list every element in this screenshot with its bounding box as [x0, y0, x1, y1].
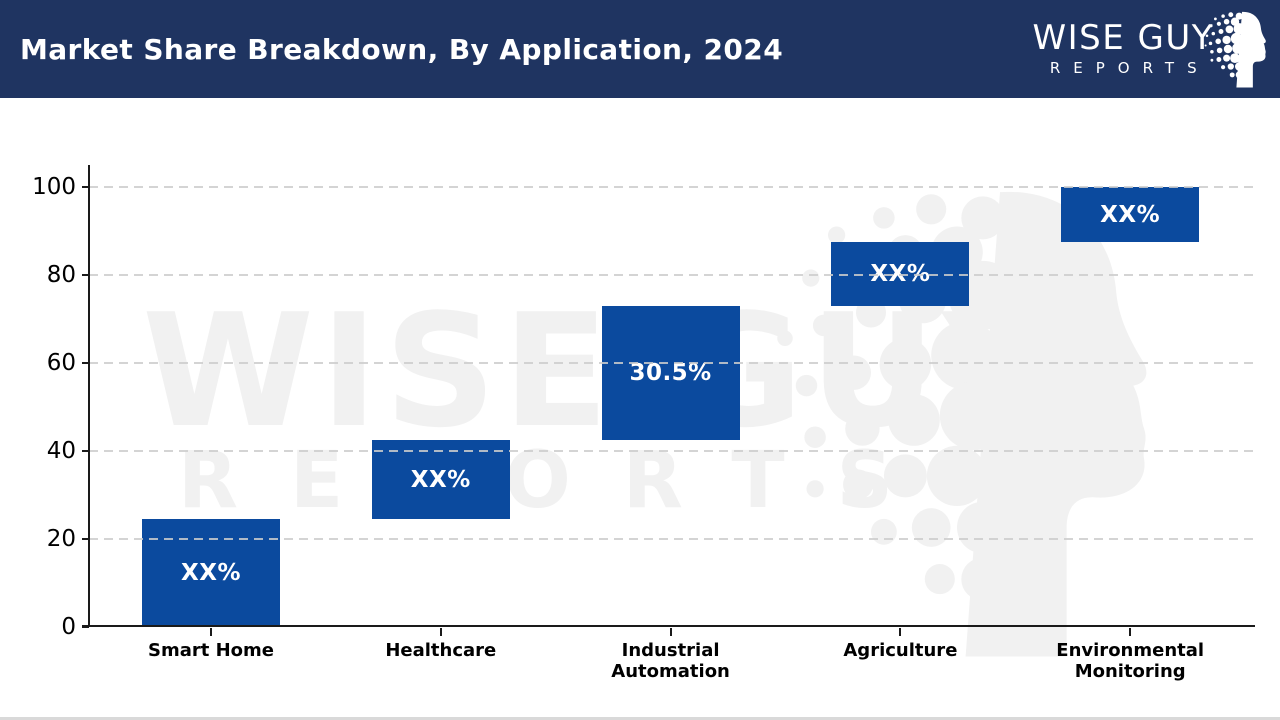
x-tick: [210, 628, 212, 636]
y-tick: [82, 538, 89, 540]
x-tick-label: Healthcare: [321, 640, 561, 661]
x-tick-label: Agriculture: [780, 640, 1020, 661]
y-gridline: [89, 186, 1255, 188]
logo-subtitle: REPORTS: [1049, 59, 1210, 77]
x-tick: [899, 628, 902, 636]
y-tick: [82, 362, 89, 364]
x-tick-label: Environmental Monitoring: [1010, 640, 1250, 682]
y-tick-label: 80: [46, 262, 76, 288]
x-tick: [1129, 628, 1132, 636]
y-axis-line: [88, 165, 90, 627]
bar-value-label: XX%: [180, 560, 241, 587]
x-tick: [439, 628, 442, 636]
bar-value-label: XX%: [1100, 201, 1161, 228]
wiseguy-logo-text: WISE GUY REPORTS: [1032, 20, 1214, 78]
x-tick-label-line: Environmental: [1056, 640, 1205, 661]
bar-healthcare: XX%: [371, 440, 510, 520]
x-tick-label-line: Monitoring: [1074, 661, 1186, 682]
y-tick-label: 60: [46, 350, 76, 376]
y-tick-label: 20: [46, 526, 76, 552]
x-tick-label-line: Healthcare: [385, 640, 497, 661]
x-tick-label: Industrial Automation: [551, 640, 791, 682]
dotted-head-profile-icon: [1204, 11, 1266, 88]
bar-value-label: XX%: [870, 260, 931, 287]
x-tick-label-line: Agriculture: [843, 640, 958, 661]
y-gridline: [89, 450, 1255, 452]
bar-environmental-monitoring: XX%: [1061, 187, 1200, 242]
x-tick-label-line: Automation: [611, 661, 730, 682]
y-gridline: [89, 274, 1255, 276]
y-tick-label: 100: [32, 174, 76, 200]
x-tick-label: Smart Home: [91, 640, 331, 661]
x-tick: [669, 628, 672, 636]
header-band: Market Share Breakdown, By Application, …: [0, 0, 1280, 98]
y-tick: [82, 186, 89, 188]
bar-industrial-automation: 30.5%: [601, 305, 740, 440]
y-tick: [82, 626, 89, 628]
y-tick: [82, 274, 89, 276]
bar-value-label: 30.5%: [629, 359, 712, 386]
y-gridline: [89, 538, 1255, 540]
watermark-dotted-head-profile-icon: [769, 191, 1147, 657]
y-tick: [82, 450, 89, 452]
x-tick-label-line: Industrial: [621, 640, 720, 661]
page-title: Market Share Breakdown, By Application, …: [20, 32, 784, 66]
y-tick-label: 0: [61, 614, 76, 640]
y-gridline: [89, 362, 1255, 364]
waterfall-chart: WISE GUY REPORTS 0 20 40 60 80 100 XX% XX% 30.: [0, 98, 1280, 717]
y-tick-label: 40: [46, 438, 76, 464]
x-tick-label-line: Smart Home: [147, 640, 274, 661]
logo-wordmark: WISE GUY: [1032, 18, 1214, 58]
wiseguy-logo: WISE GUY REPORTS: [1032, 4, 1270, 94]
bar-smart-home: XX%: [142, 519, 280, 627]
bar-value-label: XX%: [410, 466, 471, 493]
bar-agriculture: XX%: [831, 242, 970, 306]
x-axis-line: [82, 625, 1255, 627]
